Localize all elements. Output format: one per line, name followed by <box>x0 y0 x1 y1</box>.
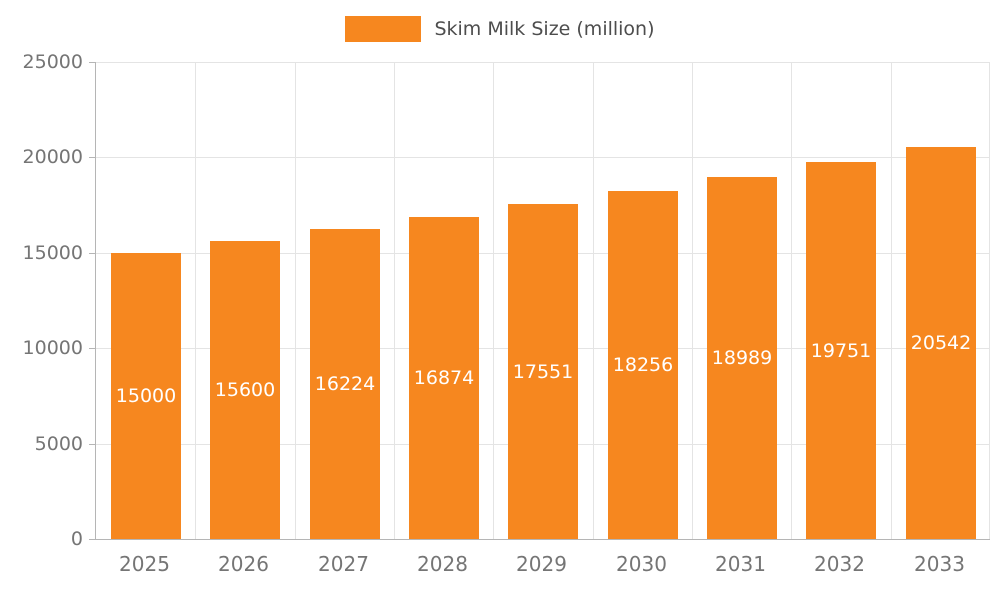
vertical-gridline <box>394 62 395 539</box>
y-axis-tick <box>89 348 95 349</box>
bar-value-label: 19751 <box>810 339 872 362</box>
y-axis-label: 20000 <box>22 146 83 168</box>
bar-value-label: 18256 <box>612 354 674 376</box>
bar[interactable]: 19751 <box>806 162 876 539</box>
bar[interactable]: 20542 <box>906 147 976 539</box>
plot-area: 15000 15600 16224 16874 17551 18256 18989 19751… <box>95 62 990 540</box>
y-axis-tick <box>89 157 95 158</box>
chart-legend[interactable]: Skim Milk Size (million) <box>0 16 1000 42</box>
x-axis-label: 2025 <box>119 552 170 576</box>
bar-value-label: 20542 <box>910 332 972 354</box>
y-axis-tick <box>89 253 95 254</box>
bar-value-label: 15600 <box>214 379 276 401</box>
bar[interactable]: 17551 <box>508 204 578 539</box>
bar[interactable]: 15600 <box>210 241 280 539</box>
x-axis-label: 2030 <box>616 552 667 576</box>
bar-value-label: 17551 <box>512 360 574 383</box>
vertical-gridline <box>195 62 196 539</box>
x-axis-label: 2033 <box>914 552 965 576</box>
bar-value-label: 15000 <box>115 385 177 407</box>
bar[interactable]: 15000 <box>111 253 181 539</box>
y-axis-tick <box>89 62 95 63</box>
vertical-gridline <box>791 62 792 539</box>
bar-value-label: 16224 <box>314 373 376 395</box>
vertical-gridline <box>295 62 296 539</box>
y-axis-label: 0 <box>70 528 83 550</box>
bar-value-label: 18989 <box>711 347 773 369</box>
x-axis-label: 2028 <box>417 552 468 576</box>
x-axis-label: 2029 <box>516 552 567 576</box>
y-axis-tick <box>89 444 95 445</box>
vertical-gridline <box>891 62 892 539</box>
horizontal-gridline <box>96 157 990 158</box>
x-axis-label: 2027 <box>318 552 369 576</box>
y-axis-tick <box>89 539 95 540</box>
bar[interactable]: 16874 <box>409 217 479 539</box>
horizontal-gridline <box>96 62 990 63</box>
y-axis-label: 5000 <box>34 433 83 455</box>
vertical-gridline <box>692 62 693 539</box>
x-axis-label: 2032 <box>814 552 865 576</box>
vertical-gridline <box>493 62 494 539</box>
y-axis-label: 10000 <box>22 337 83 359</box>
y-axis-label: 25000 <box>22 51 83 73</box>
bar[interactable]: 18989 <box>707 177 777 539</box>
vertical-gridline <box>593 62 594 539</box>
vertical-gridline <box>989 62 990 539</box>
legend-label: Skim Milk Size (million) <box>434 18 655 40</box>
x-axis-label: 2031 <box>715 552 766 576</box>
bar[interactable]: 18256 <box>608 191 678 539</box>
x-axis-label: 2026 <box>218 552 269 576</box>
bar[interactable]: 16224 <box>310 229 380 539</box>
y-axis-label: 15000 <box>22 242 83 264</box>
legend-swatch <box>345 16 422 42</box>
bar-value-label: 16874 <box>413 367 475 389</box>
